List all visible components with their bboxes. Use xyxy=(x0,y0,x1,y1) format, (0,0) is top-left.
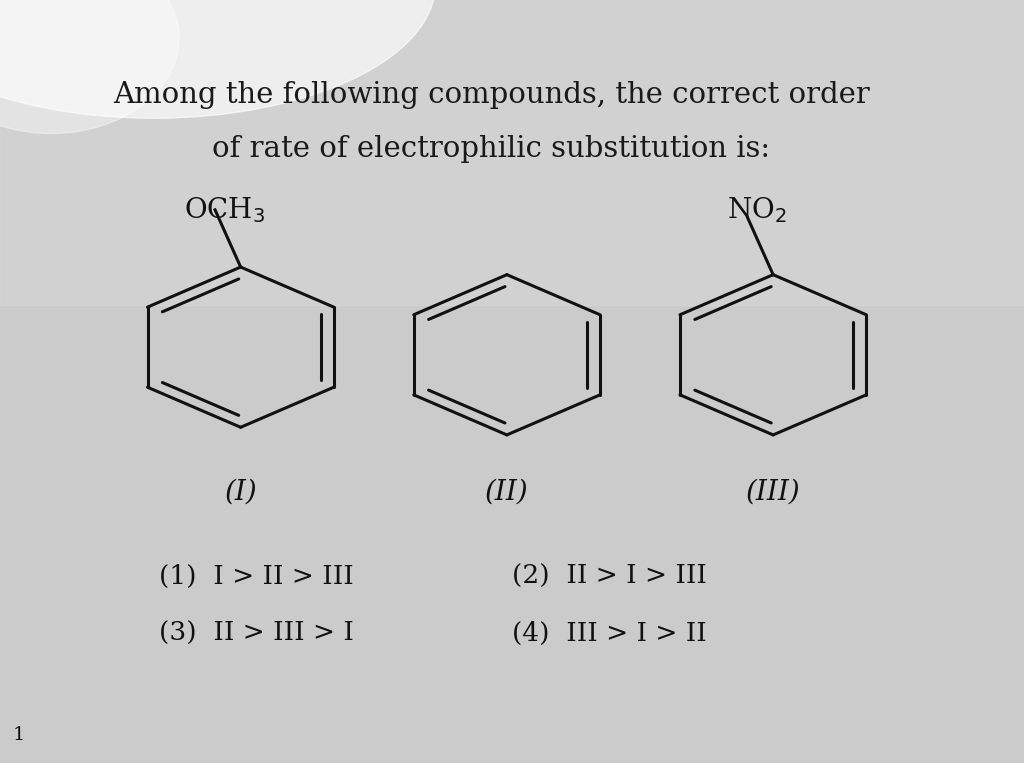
Text: Among the following compounds, the correct order: Among the following compounds, the corre… xyxy=(113,82,870,109)
Text: (3)  II > III > I: (3) II > III > I xyxy=(159,621,353,645)
Text: (1)  I > II > III: (1) I > II > III xyxy=(159,564,353,588)
Text: NO$_2$: NO$_2$ xyxy=(727,195,786,225)
Ellipse shape xyxy=(0,0,435,118)
Text: 1: 1 xyxy=(12,726,25,744)
Bar xyxy=(0,0,1024,305)
Text: (III): (III) xyxy=(745,478,801,506)
Text: (II): (II) xyxy=(485,478,528,506)
Ellipse shape xyxy=(0,0,179,134)
Text: (4)  III > I > II: (4) III > I > II xyxy=(512,621,707,645)
Text: OCH$_3$: OCH$_3$ xyxy=(184,195,265,225)
Text: of rate of electrophilic substitution is:: of rate of electrophilic substitution is… xyxy=(212,135,771,163)
Text: (I): (I) xyxy=(224,478,257,506)
Text: (2)  II > I > III: (2) II > I > III xyxy=(512,564,707,588)
